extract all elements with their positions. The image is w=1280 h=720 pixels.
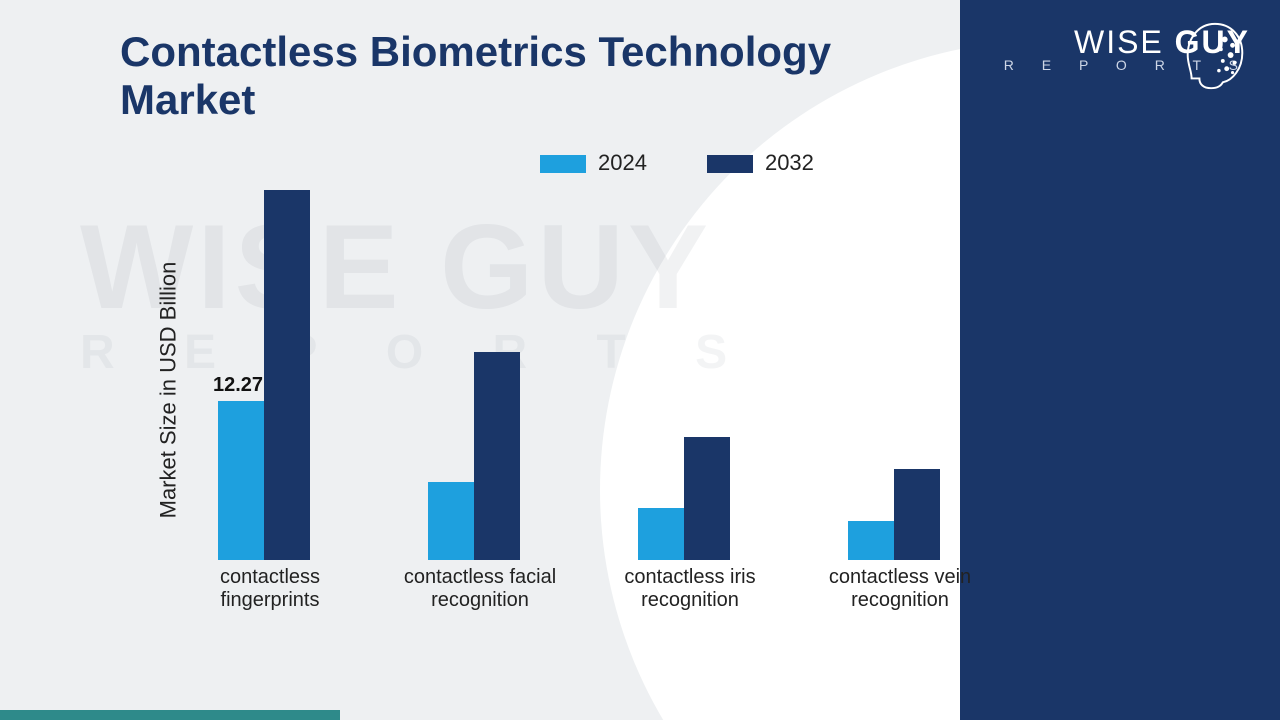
- stage: WISE GUY R E P O R T S Contactless Biome…: [0, 0, 1280, 720]
- bar-2024: [848, 521, 894, 560]
- bar-group: contactless iris recognition: [610, 170, 770, 560]
- chart-title: Contactless Biometrics Technology Market: [120, 28, 840, 125]
- right-panel: [960, 0, 1280, 720]
- bar-2024: [428, 482, 474, 560]
- bar-2032: [684, 437, 730, 561]
- bar-group: contactless facial recognition: [400, 170, 560, 560]
- bar-2032: [894, 469, 940, 560]
- bar-value-label: 12.27: [198, 374, 278, 397]
- bar-2024: [638, 508, 684, 560]
- head-icon: [1176, 18, 1254, 96]
- bar-group: 12.27contactless fingerprints: [190, 170, 350, 560]
- category-label: contactless fingerprints: [180, 560, 360, 612]
- brand-word-a: WISE: [1074, 24, 1164, 60]
- category-label: contactless facial recognition: [390, 560, 570, 612]
- plot-area: 12.27contactless fingerprints contactless…: [150, 170, 960, 560]
- chart-area: Market Size in USD Billion 12.27contactl…: [80, 170, 960, 610]
- category-label: contactless iris recognition: [600, 560, 780, 612]
- bar-2024: [218, 401, 264, 561]
- bar-group: contactless vein recognition: [820, 170, 980, 560]
- bar-2032: [474, 352, 520, 560]
- category-label: contactless vein recognition: [810, 560, 990, 612]
- accent-bar: [0, 710, 340, 720]
